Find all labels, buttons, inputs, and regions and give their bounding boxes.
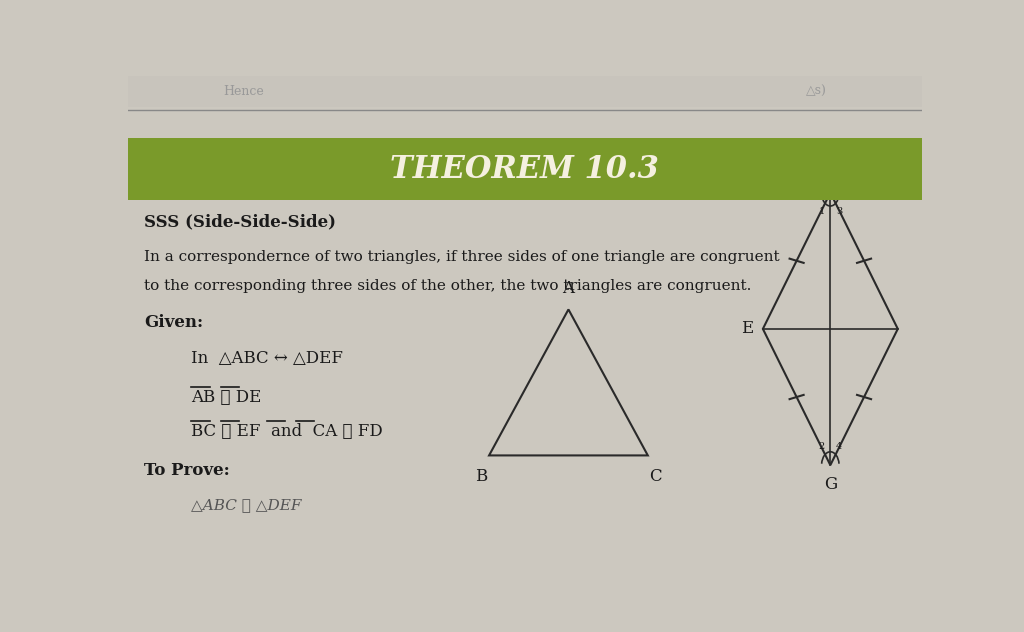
Text: 2: 2 [818,442,824,451]
Text: 3: 3 [836,207,842,216]
Text: THEOREM 10.3: THEOREM 10.3 [390,154,659,185]
Text: to the corresponding three sides of the other, the two triangles are congruent.: to the corresponding three sides of the … [143,279,752,293]
Text: △s): △s) [806,85,826,98]
Text: C: C [649,468,663,485]
Text: E: E [741,320,754,337]
Text: △ABC ≅ △DEF: △ABC ≅ △DEF [191,499,302,513]
Text: 4: 4 [836,442,842,451]
Bar [128,138,922,200]
Text: D: D [823,165,837,182]
Text: B: B [475,468,487,485]
Text: G: G [823,476,837,493]
Text: In a correspondernce of two triangles, if three sides of one triangle are congru: In a correspondernce of two triangles, i… [143,250,779,264]
Text: Hence: Hence [223,85,264,98]
Text: In  △ABC ↔ △DEF: In △ABC ↔ △DEF [191,350,343,367]
Text: A: A [562,280,574,297]
Text: BC ≅ EF  and  CA ≅ FD: BC ≅ EF and CA ≅ FD [191,423,383,440]
Text: To Prove:: To Prove: [143,462,229,479]
Text: 1: 1 [818,207,824,216]
Text: Given:: Given: [143,313,203,331]
Bar [128,76,922,107]
Text: SSS (Side-Side-Side): SSS (Side-Side-Side) [143,214,336,231]
Text: AB ≅ DE: AB ≅ DE [191,389,262,406]
